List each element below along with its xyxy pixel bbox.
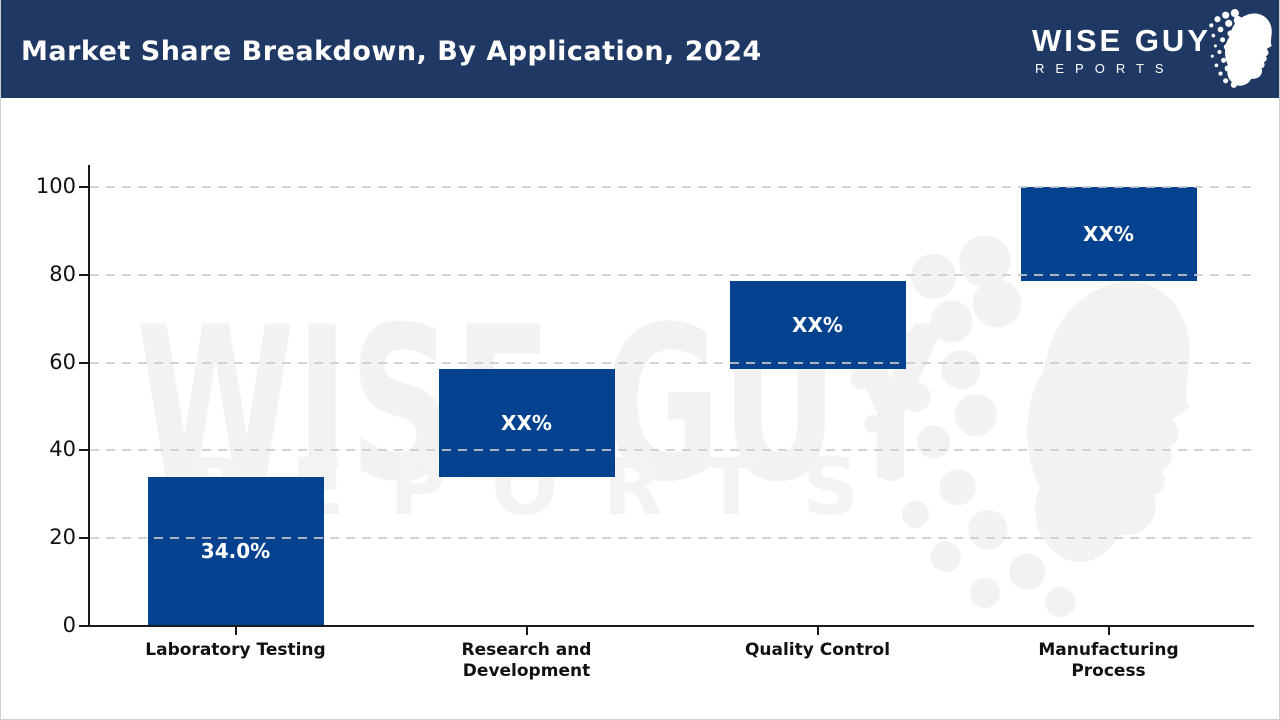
wiseguy-face-icon [1209,9,1272,88]
logo-wiseguy-label: WISE GUY [1031,23,1211,58]
y-tick-label: 0 [62,613,76,637]
bar-value-label-2: XX% [792,313,843,338]
bar-segment-3 [1020,187,1197,282]
wiseguy-logo: WISE GUY REPORTS [1032,6,1273,94]
y-tick-label: 100 [35,174,76,198]
y-tick-mark [79,361,88,364]
header-bar: Market Share Breakdown, By Application, … [1,0,1279,98]
y-tick-label: 20 [49,525,76,550]
gridline-y-60 [90,361,1254,364]
gridline-y-20 [90,537,1254,540]
logo-reports-label: REPORTS [1034,61,1175,76]
x-category-label-3: Manufacturing Process [1038,640,1179,681]
y-tick-mark [79,273,88,276]
x-category-label-0: Laboratory Testing [145,640,326,660]
y-tick-mark [79,625,88,627]
y-tick-label: 80 [49,261,76,286]
x-category-label-1: Research and Development [461,640,592,681]
bar-value-label-0: 34.0% [200,539,271,564]
y-tick-label: 60 [49,349,76,374]
bar-value-label-3: XX% [1083,222,1134,247]
bar-segment-1 [438,369,615,477]
x-tick-mark-1 [525,627,528,635]
x-category-label-2: Quality Control [744,640,891,660]
x-tick-mark-0 [234,627,237,635]
gridline-y-40 [90,449,1254,452]
x-tick-mark-3 [1107,627,1110,635]
y-tick-mark [79,537,88,540]
chart-title: Market Share Breakdown, By Application, … [21,36,762,67]
y-tick-label: 40 [49,437,76,462]
bar-segment-0 [147,476,324,626]
x-axis-spine [88,625,1254,627]
y-axis-spine [88,165,90,627]
wiseguy-logo-text: WISE GUY REPORTS [1031,23,1211,77]
bar-segment-2 [729,281,906,370]
gridline-y-80 [90,273,1254,276]
y-tick-mark [79,186,88,188]
y-tick-mark [79,449,88,452]
x-tick-mark-2 [816,627,819,635]
bar-value-label-1: XX% [501,410,552,435]
gridline-y-100 [90,186,1254,188]
